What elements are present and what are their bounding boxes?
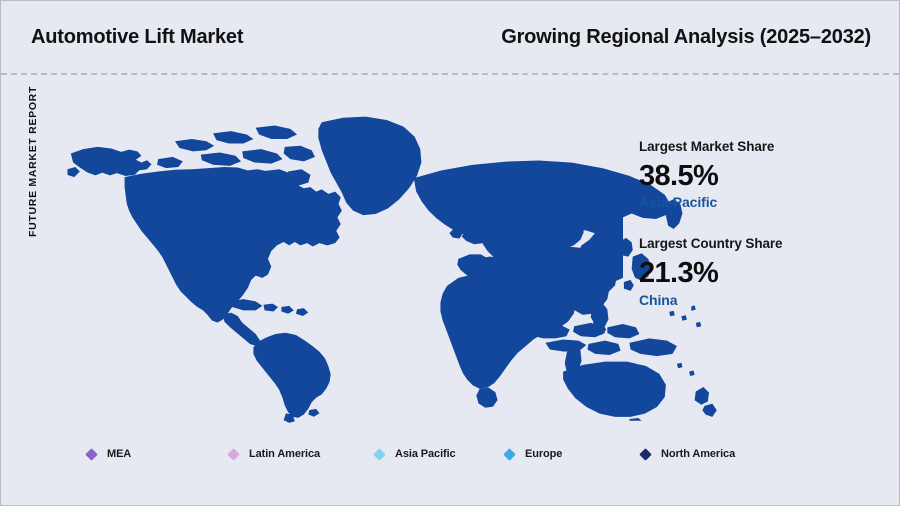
legend-label: North America	[661, 448, 736, 460]
legend-marker-icon	[503, 447, 516, 461]
stat-label: Largest Market Share	[639, 139, 775, 154]
legend-item-latin-america: Latin America	[227, 447, 375, 461]
legend: MEA Latin America Asia Pacific Europe No…	[85, 447, 787, 461]
stat-label: Largest Country Share	[639, 236, 783, 252]
stats-panel: Largest Market Share 38.5% Asia-Pacific …	[639, 139, 889, 308]
asia-landmasses	[413, 160, 717, 421]
header-subtitle: Growing Regional Analysis (2025–2032)	[501, 25, 871, 48]
brand-vertical-label: FUTURE MARKET REPORT	[27, 85, 39, 237]
legend-label: MEA	[107, 448, 132, 460]
header-divider	[1, 73, 899, 75]
legend-marker-icon	[227, 447, 240, 461]
stat-region: China	[639, 291, 678, 308]
legend-item-europe: Europe	[503, 447, 641, 461]
stat-value: 38.5%	[639, 160, 719, 192]
legend-marker-icon	[373, 447, 386, 461]
stat-largest-market-share: Largest Market Share 38.5% Asia-Pacific	[639, 139, 889, 210]
stat-region: Asia-Pacific	[639, 194, 718, 211]
legend-label: Asia Pacific	[395, 448, 456, 460]
world-map-east	[331, 93, 751, 423]
page-title: Automotive Lift Market	[31, 25, 244, 48]
stat-largest-country-share: Largest Country Share 21.3% China	[639, 236, 889, 307]
legend-marker-icon	[639, 447, 652, 461]
legend-label: Europe	[525, 448, 563, 460]
legend-item-asia-pacific: Asia Pacific	[373, 447, 505, 461]
header: Automotive Lift Market Growing Regional …	[1, 1, 899, 73]
legend-item-mea: MEA	[85, 447, 229, 461]
legend-label: Latin America	[249, 448, 321, 460]
stat-value: 21.3%	[639, 257, 719, 290]
legend-item-north-america: North America	[639, 447, 736, 461]
legend-marker-icon	[85, 447, 98, 461]
world-map-east-svg	[413, 160, 717, 421]
